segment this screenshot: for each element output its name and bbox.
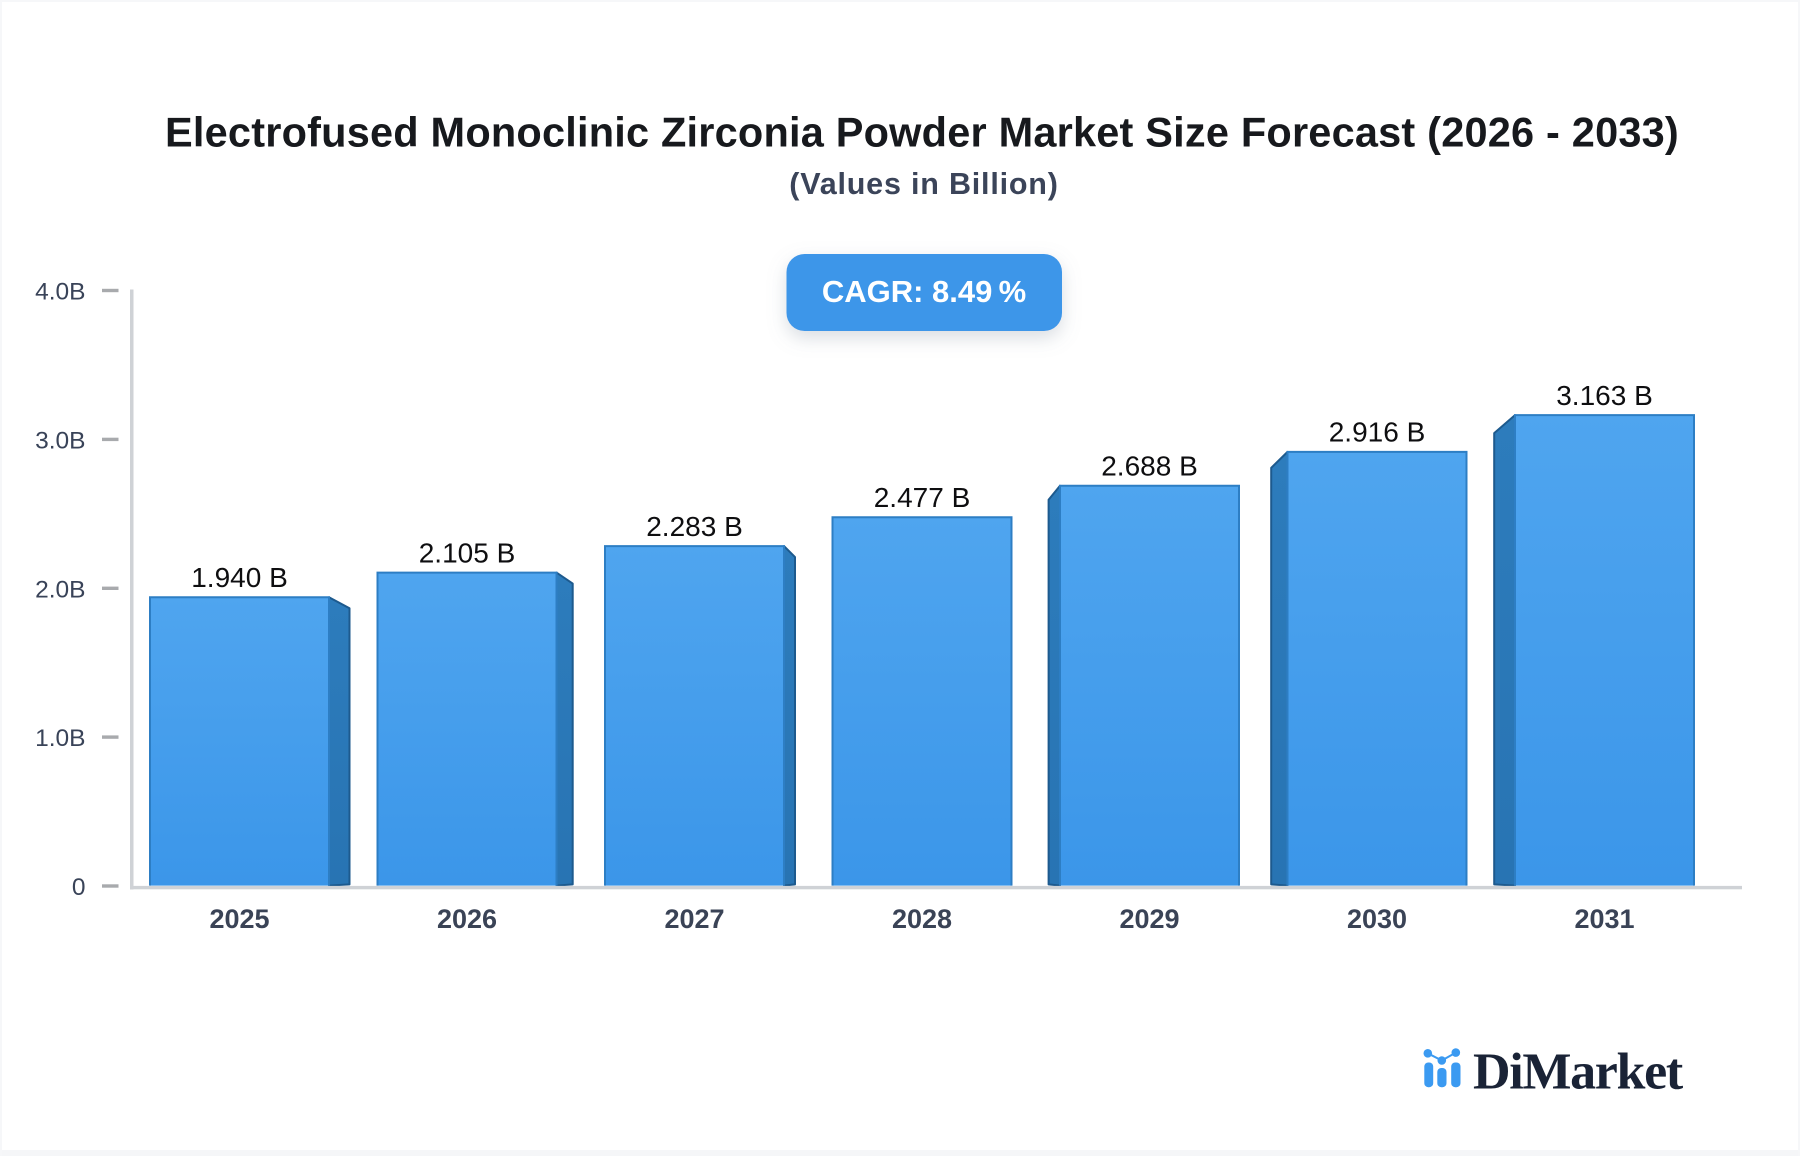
svg-text:2.688 B: 2.688 B — [1101, 451, 1198, 482]
svg-text:0: 0 — [72, 874, 86, 901]
svg-text:DiMarket: DiMarket — [1473, 1043, 1684, 1100]
svg-text:2.477 B: 2.477 B — [874, 482, 971, 513]
svg-text:2028: 2028 — [892, 904, 952, 934]
svg-text:2.916 B: 2.916 B — [1329, 417, 1426, 448]
svg-text:2.283 B: 2.283 B — [646, 511, 743, 542]
svg-text:1.940 B: 1.940 B — [191, 562, 288, 593]
svg-text:2030: 2030 — [1347, 904, 1407, 934]
svg-text:2027: 2027 — [664, 904, 724, 934]
svg-text:3.0B: 3.0B — [35, 427, 85, 454]
svg-text:2026: 2026 — [437, 904, 497, 934]
svg-text:4.0B: 4.0B — [35, 279, 85, 306]
svg-text:3.163 B: 3.163 B — [1556, 380, 1653, 411]
svg-text:2025: 2025 — [209, 904, 269, 934]
svg-text:CAGR: 8.49 %: CAGR: 8.49 % — [822, 274, 1026, 309]
svg-text:(Values in Billion): (Values in Billion) — [789, 167, 1058, 201]
svg-text:Electrofused Monoclinic Zircon: Electrofused Monoclinic Zirconia Powder … — [165, 109, 1679, 156]
svg-text:2.105 B: 2.105 B — [419, 537, 516, 568]
svg-text:2029: 2029 — [1119, 904, 1179, 934]
svg-text:2031: 2031 — [1574, 904, 1634, 934]
svg-text:2.0B: 2.0B — [35, 576, 85, 603]
svg-text:1.0B: 1.0B — [35, 725, 85, 752]
